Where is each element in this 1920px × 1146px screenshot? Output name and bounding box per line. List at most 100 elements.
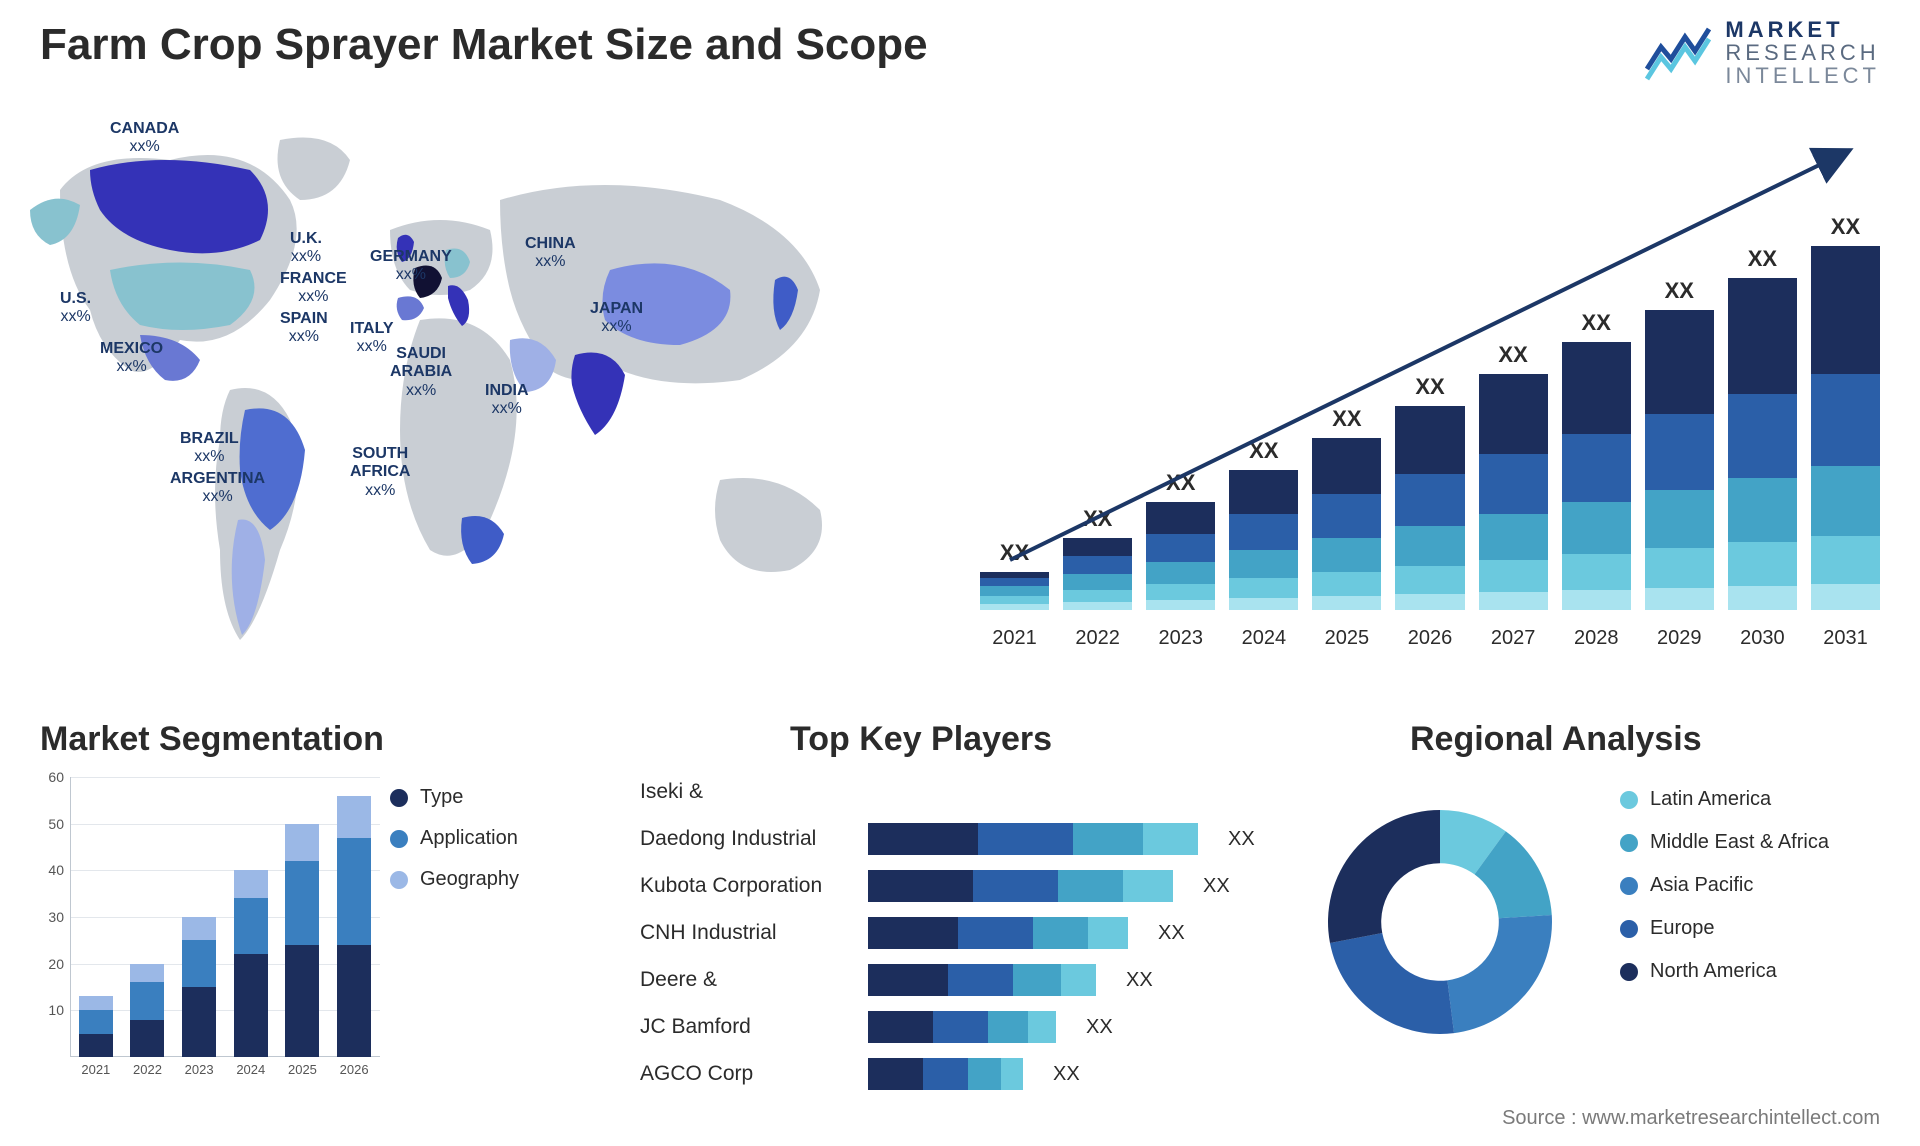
player-name: Deere & <box>640 968 850 992</box>
player-row: Deere &XX <box>640 961 1260 999</box>
page-title: Farm Crop Sprayer Market Size and Scope <box>40 20 928 70</box>
growth-bar: XX <box>1811 214 1880 610</box>
growth-bar: XX <box>1063 506 1132 610</box>
map-country-label: SAUDIARABIAxx% <box>390 345 452 400</box>
region-legend-item: Asia Pacific <box>1620 874 1829 897</box>
market-segmentation: Market Segmentation 102030405060 2021202… <box>40 720 560 1087</box>
player-name: JC Bamford <box>640 1015 850 1039</box>
growth-bar-label: XX <box>1498 342 1527 368</box>
map-country-label: BRAZILxx% <box>180 430 239 467</box>
seg-xlabel: 2021 <box>81 1062 110 1077</box>
growth-year-label: 2024 <box>1229 627 1298 650</box>
growth-year-label: 2026 <box>1395 627 1464 650</box>
growth-bar-label: XX <box>1748 246 1777 272</box>
growth-bar-label: XX <box>1000 540 1029 566</box>
seg-xlabel: 2024 <box>236 1062 265 1077</box>
growth-bar-label: XX <box>1415 374 1444 400</box>
player-bar <box>868 823 1198 855</box>
player-row: CNH Industrial XX <box>640 914 1260 952</box>
region-legend-item: Middle East & Africa <box>1620 831 1829 854</box>
player-name: Kubota Corporation <box>640 874 850 898</box>
player-bar <box>868 917 1128 949</box>
growth-bar: XX <box>1312 406 1381 610</box>
seg-ytick: 50 <box>40 816 64 832</box>
segmentation-chart: 102030405060 202120222023202420252026 <box>40 777 380 1087</box>
source-attribution: Source : www.marketresearchintellect.com <box>1502 1107 1880 1130</box>
seg-ytick: 30 <box>40 909 64 925</box>
player-name: CNH Industrial <box>640 921 850 945</box>
player-bar <box>868 870 1173 902</box>
player-value: XX <box>1086 1016 1113 1039</box>
growth-chart: XXXXXXXXXXXXXXXXXXXXXX 20212022202320242… <box>980 130 1880 650</box>
growth-year-label: 2030 <box>1728 627 1797 650</box>
growth-bar: XX <box>1479 342 1548 610</box>
map-country-label: MEXICOxx% <box>100 340 163 377</box>
map-country-label: CHINAxx% <box>525 235 576 272</box>
map-country-label: INDIAxx% <box>485 382 529 419</box>
seg-ytick: 10 <box>40 1002 64 1018</box>
region-legend-item: North America <box>1620 960 1829 983</box>
seg-xlabel: 2026 <box>340 1062 369 1077</box>
segmentation-legend: TypeApplicationGeography <box>390 786 519 891</box>
growth-bar: XX <box>1562 310 1631 610</box>
growth-bar: XX <box>1229 438 1298 610</box>
map-country-label: FRANCExx% <box>280 270 347 307</box>
map-country-label: U.K.xx% <box>290 230 322 267</box>
growth-bar-label: XX <box>1332 406 1361 432</box>
seg-legend-item: Type <box>390 786 519 809</box>
seg-bar <box>79 996 113 1057</box>
map-country-label: SPAINxx% <box>280 310 328 347</box>
seg-bar <box>130 964 164 1057</box>
growth-year-label: 2027 <box>1479 627 1548 650</box>
player-value: XX <box>1158 922 1185 945</box>
brand-logo: MARKET RESEARCH INTELLECT <box>1645 18 1880 87</box>
seg-bar <box>285 824 319 1057</box>
growth-year-label: 2021 <box>980 627 1049 650</box>
map-country-label: ARGENTINAxx% <box>170 470 265 507</box>
player-row: Kubota Corporation XX <box>640 867 1260 905</box>
map-country-label: JAPANxx% <box>590 300 643 337</box>
growth-year-label: 2022 <box>1063 627 1132 650</box>
growth-year-label: 2023 <box>1146 627 1215 650</box>
player-name: Iseki & <box>640 780 850 804</box>
segmentation-title: Market Segmentation <box>40 720 560 759</box>
growth-bar: XX <box>1146 470 1215 610</box>
growth-bar-label: XX <box>1831 214 1860 240</box>
logo-line1: MARKET <box>1725 18 1880 41</box>
seg-ytick: 40 <box>40 862 64 878</box>
growth-bar: XX <box>980 540 1049 610</box>
seg-legend-item: Application <box>390 827 519 850</box>
map-country-label: SOUTHAFRICAxx% <box>350 445 410 500</box>
growth-year-label: 2031 <box>1811 627 1880 650</box>
player-row: AGCO CorpXX <box>640 1055 1260 1093</box>
player-value: XX <box>1228 828 1255 851</box>
growth-bar-label: XX <box>1166 470 1195 496</box>
player-row: Daedong Industrial XX <box>640 820 1260 858</box>
map-country-label: U.S.xx% <box>60 290 91 327</box>
player-value: XX <box>1203 875 1230 898</box>
logo-icon <box>1645 25 1711 81</box>
growth-bar-label: XX <box>1249 438 1278 464</box>
player-name: Daedong Industrial <box>640 827 850 851</box>
logo-line2: RESEARCH <box>1725 41 1880 64</box>
seg-xlabel: 2022 <box>133 1062 162 1077</box>
player-row: Iseki & <box>640 773 1260 811</box>
world-map-svg <box>20 120 910 680</box>
growth-year-label: 2029 <box>1645 627 1714 650</box>
growth-bar: XX <box>1645 278 1714 610</box>
seg-ytick: 60 <box>40 769 64 785</box>
map-country-label: CANADAxx% <box>110 120 179 157</box>
donut-slice <box>1330 933 1454 1034</box>
seg-xlabel: 2025 <box>288 1062 317 1077</box>
player-bar <box>868 964 1096 996</box>
regional-legend: Latin AmericaMiddle East & AfricaAsia Pa… <box>1620 788 1829 983</box>
seg-xlabel: 2023 <box>185 1062 214 1077</box>
top-key-players: Top Key Players Iseki &Daedong Industria… <box>640 720 1260 1093</box>
growth-year-label: 2028 <box>1562 627 1631 650</box>
player-bar <box>868 1058 1023 1090</box>
donut-slice <box>1447 915 1552 1033</box>
seg-bar <box>182 917 216 1057</box>
player-bar <box>868 1011 1056 1043</box>
regional-donut <box>1300 782 1580 1062</box>
map-country-label: ITALYxx% <box>350 320 394 357</box>
